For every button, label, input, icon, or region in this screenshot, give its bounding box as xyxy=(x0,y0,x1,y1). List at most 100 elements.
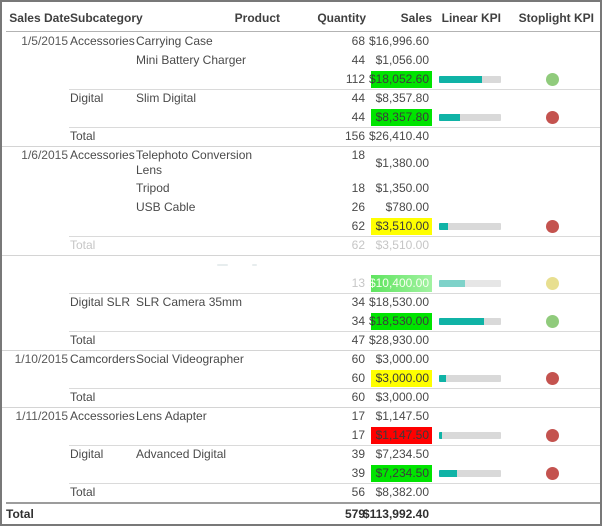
section-divider-line xyxy=(2,255,600,256)
cell-quantity: 39 xyxy=(351,447,365,461)
cell-sales: $1,147.50 xyxy=(375,409,429,423)
group-divider-line xyxy=(69,127,600,128)
cell-quantity: 34 xyxy=(351,314,365,328)
linear-kpi-cell xyxy=(439,280,501,287)
cell-quantity: 56 xyxy=(351,485,365,499)
column-header-product[interactable]: Product xyxy=(234,11,280,25)
table-row-detail: 1/11/2015 Accessories Lens Adapter 17 $1,147… xyxy=(2,407,600,426)
cell-quantity: 62 xyxy=(351,219,365,233)
group-divider-line xyxy=(69,293,600,294)
cell-sales: $18,530.00 xyxy=(368,295,429,309)
grand-total-label: Total xyxy=(6,506,34,521)
cell-sales-date: 1/5/2015 xyxy=(21,34,68,48)
sales-kpi-highlight-cell: $7,234.50 xyxy=(371,465,432,482)
cell-sales: $1,056.00 xyxy=(375,53,429,67)
linear-kpi-cell xyxy=(439,470,501,477)
cell-quantity: 62 xyxy=(351,238,365,252)
cell-product: Carrying Case xyxy=(136,34,213,48)
table-row-subtotal: 13 $10,400.00 xyxy=(6,274,600,293)
table-row-subtotal: 34 $18,530.00 xyxy=(6,312,600,331)
linear-kpi-cell xyxy=(439,223,501,230)
table-row-group_total: Total 156 $26,410.40 xyxy=(6,127,600,146)
cell-subcategory: Accessories xyxy=(70,34,135,48)
table-row-subtotal: 39 $7,234.50 xyxy=(6,464,600,483)
column-header-sales[interactable]: Sales xyxy=(400,11,432,25)
cell-quantity: 34 xyxy=(351,295,365,309)
cell-quantity: 44 xyxy=(351,91,365,105)
cell-subcategory: Digital xyxy=(70,91,104,105)
table-row-detail: 1/5/2015 Accessories Carrying Case 68 $16,99… xyxy=(6,32,600,51)
stoplight-kpi-cell xyxy=(511,111,594,124)
sales-kpi-highlight-cell: $8,357.80 xyxy=(371,109,432,126)
cell-product: SLR Camera 35mm xyxy=(136,295,243,309)
sales-kpi-highlight-cell: $1,147.50 xyxy=(371,427,432,444)
column-header-quantity[interactable]: Quantity xyxy=(317,11,366,25)
cell-subcategory: Digital xyxy=(70,447,104,461)
linear-kpi-bar-track xyxy=(439,375,501,382)
linear-kpi-bar-track xyxy=(439,114,501,121)
group-divider-line xyxy=(69,445,600,446)
linear-kpi-bar-track xyxy=(439,223,501,230)
cell-sales: $1,350.00 xyxy=(375,181,429,195)
stoplight-indicator-red xyxy=(546,111,559,124)
table-row-group_total: Total 62 $3,510.00 xyxy=(6,236,600,255)
group-divider-line xyxy=(69,483,600,484)
table-row-detail: 1/10/2015 Camcorders Social Videographer 60… xyxy=(2,350,600,369)
linear-kpi-cell xyxy=(439,114,501,121)
column-header-date[interactable]: Sales Date xyxy=(9,11,70,25)
linear-kpi-cell xyxy=(439,432,501,439)
cell-quantity: 17 xyxy=(351,409,365,423)
cell-sales: $28,930.00 xyxy=(368,333,429,347)
cell-quantity: 60 xyxy=(351,352,365,366)
cell-sales-date: 1/6/2015 xyxy=(21,148,68,162)
cell-sales: $7,234.50 xyxy=(375,447,429,461)
ghost-render-artifact xyxy=(217,264,228,266)
cell-sales: $8,382.00 xyxy=(375,485,429,499)
table-body: 1/5/2015 Accessories Carrying Case 68 $16,99… xyxy=(2,32,600,502)
cell-quantity: 13 xyxy=(351,276,365,290)
sales-kpi-highlight-cell: $18,052.60 xyxy=(369,71,432,88)
linear-kpi-cell xyxy=(439,318,501,325)
grand-total-sales: $113,992.40 xyxy=(362,506,429,521)
table-row-group_total: Total 60 $3,000.00 xyxy=(6,388,600,407)
cell-product: USB Cable xyxy=(136,200,196,214)
cell-product: Social Videographer xyxy=(136,352,244,366)
cell-quantity: 18 xyxy=(351,148,365,162)
linear-kpi-bar-fill xyxy=(439,470,457,477)
linear-kpi-bar-track xyxy=(439,432,501,439)
cell-sales-date: 1/10/2015 xyxy=(14,352,68,366)
cell-quantity: 60 xyxy=(351,390,365,404)
stoplight-kpi-cell xyxy=(511,220,594,233)
cell-subcategory: Accessories xyxy=(70,409,135,423)
cell-sales: $8,357.80 xyxy=(375,91,429,105)
sales-kpi-highlight-cell: $3,510.00 xyxy=(371,218,432,235)
cell-quantity: 44 xyxy=(351,110,365,124)
column-header-linear_kpi[interactable]: Linear KPI xyxy=(441,11,501,25)
stoplight-indicator-red xyxy=(546,429,559,442)
group-divider-line xyxy=(69,331,600,332)
cell-sales: $3,000.00 xyxy=(375,352,429,366)
linear-kpi-bar-track xyxy=(439,280,501,287)
table-row-detail: Mini Battery Charger 44 $1,056.00 xyxy=(6,51,600,70)
table-row-ghost xyxy=(2,255,600,274)
sales-kpi-highlight-cell: $3,000.00 xyxy=(371,370,432,387)
column-header-stoplight_kpi[interactable]: Stoplight KPI xyxy=(518,11,594,25)
stoplight-indicator-green xyxy=(546,315,559,328)
cell-quantity: 60 xyxy=(351,371,365,385)
table-row-subtotal: 44 $8,357.80 xyxy=(6,108,600,127)
cell-product: Lens Adapter xyxy=(136,409,207,423)
ghost-render-artifact xyxy=(252,264,257,266)
section-divider-line xyxy=(2,146,600,147)
table-row-detail: USB Cable 26 $780.00 xyxy=(6,198,600,217)
stoplight-kpi-cell xyxy=(511,429,594,442)
cell-sales: $780.00 xyxy=(385,200,429,214)
section-divider-line xyxy=(2,407,600,408)
cell-subcategory: Digital SLR xyxy=(70,295,131,309)
stoplight-indicator-red xyxy=(546,372,559,385)
stoplight-kpi-cell xyxy=(511,467,594,480)
table-row-detail: Digital Slim Digital 44 $8,357.80 xyxy=(6,89,600,108)
cell-quantity: 47 xyxy=(351,333,365,347)
linear-kpi-bar-fill xyxy=(439,76,483,83)
column-header-subcategory[interactable]: Subcategory xyxy=(70,11,143,25)
